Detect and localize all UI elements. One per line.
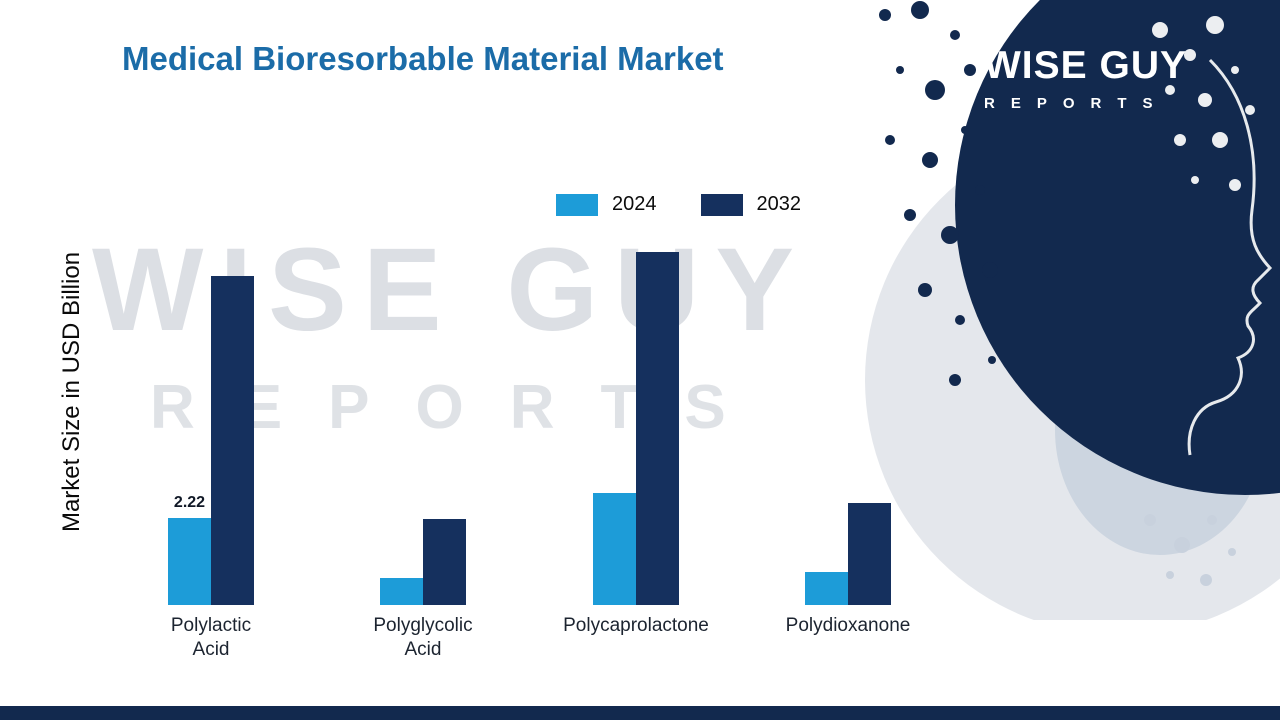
bar-2024-polyglycolic-acid — [380, 578, 423, 605]
legend-swatch-2032 — [700, 193, 743, 216]
category-label-polydioxanone: Polydioxanone — [785, 615, 911, 636]
legend-label-2032: 2032 — [756, 193, 802, 215]
brand-logo: WISE GUY REPORTS — [984, 44, 1187, 112]
bar-2032-polydioxanone — [848, 503, 891, 605]
bar-2032-polyglycolic-acid — [423, 519, 466, 605]
bar-2032-polycaprolactone — [636, 252, 679, 605]
footer-bar — [0, 706, 1280, 720]
bar-2024-polydioxanone — [805, 572, 848, 605]
page-title: Medical Bioresorbable Material Market — [122, 40, 724, 77]
y-axis-label: Market Size in USD Billion — [58, 251, 85, 533]
brand-logo-wiseguy: WISE GUY — [984, 44, 1188, 87]
category-label-polylactic-acid: Polylactic Acid — [170, 615, 252, 660]
legend-label-2024: 2024 — [612, 193, 657, 215]
bar-group-polylactic-acid: Polylactic Acid 2.22 — [168, 230, 254, 660]
face-profile-icon — [1187, 58, 1273, 456]
bar-2024-polylactic-acid — [168, 518, 211, 605]
category-label-polycaprolactone: Polycaprolactone — [563, 615, 709, 636]
brand-graphic — [865, 0, 1280, 620]
bar-group-polydioxanone: Polydioxanone — [786, 230, 910, 636]
bar-value-label: 2.22 — [173, 494, 206, 511]
white-dots — [1152, 16, 1255, 191]
legend-swatch-2024 — [556, 193, 598, 216]
chart-legend: 2024 2032 — [556, 193, 801, 216]
navy-circle — [955, 0, 1280, 495]
category-label-polyglycolic-acid: Polyglycolic Acid — [373, 615, 473, 660]
bar-2032-polylactic-acid — [211, 276, 254, 605]
gray-dots — [1144, 514, 1236, 586]
bar-group-polyglycolic-acid: Polyglycolic Acid — [373, 230, 473, 660]
navy-dots — [879, 1, 998, 386]
bar-2024-polycaprolactone — [593, 493, 636, 605]
bar-group-polycaprolactone: Polycaprolactone — [563, 230, 709, 636]
brand-logo-reports: REPORTS — [984, 95, 1169, 112]
